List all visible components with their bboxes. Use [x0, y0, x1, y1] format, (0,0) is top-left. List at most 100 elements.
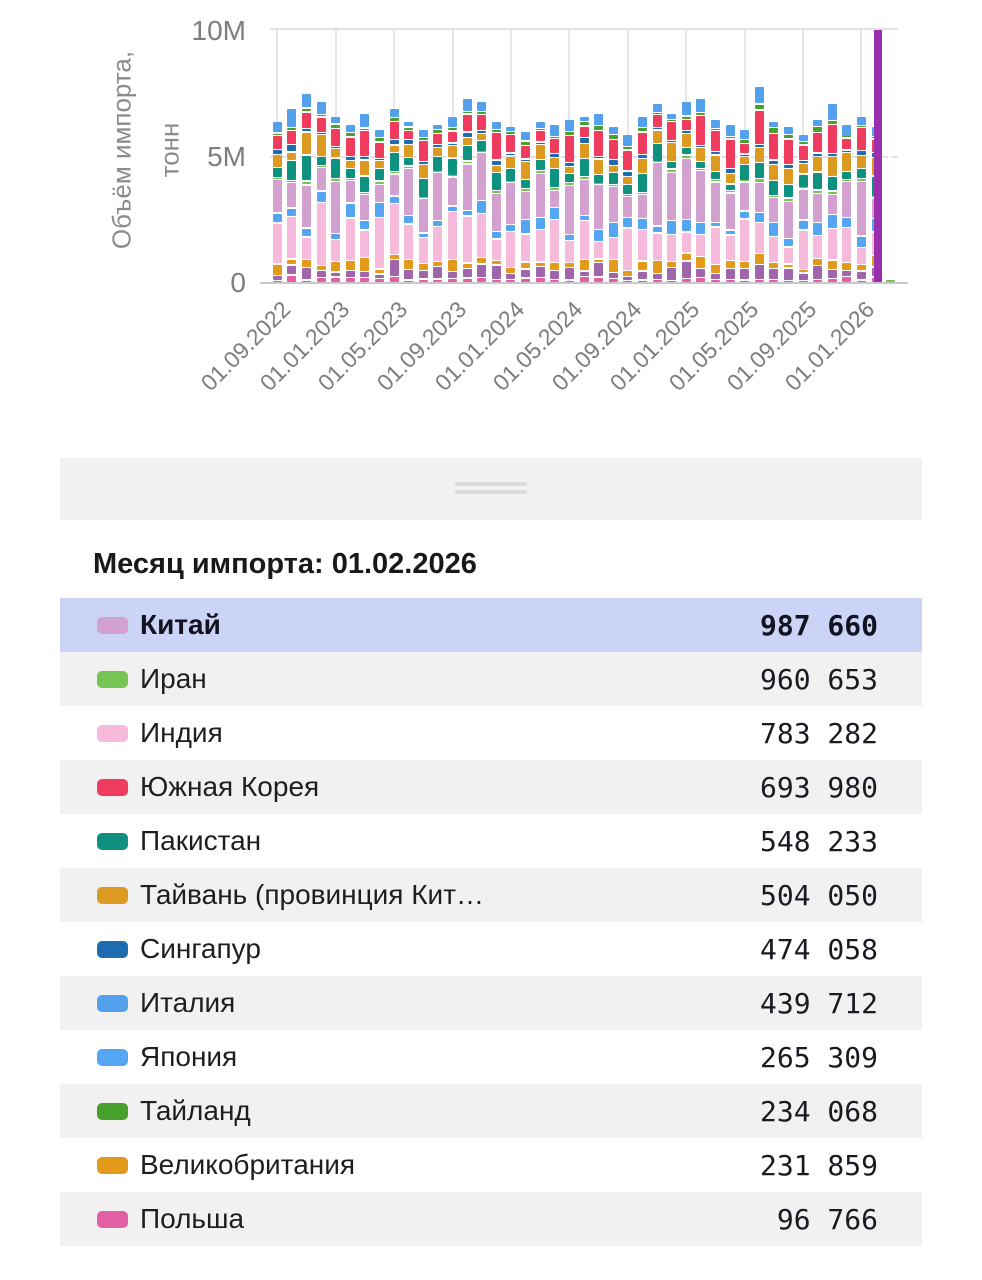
bar-segment[interactable] — [360, 221, 370, 230]
bar-segment[interactable] — [842, 228, 852, 262]
bar-segment[interactable] — [696, 171, 706, 222]
bar-segment[interactable] — [710, 155, 720, 171]
bar-segment[interactable] — [594, 159, 604, 174]
bar-segment[interactable] — [637, 192, 647, 194]
bar-segment[interactable] — [550, 187, 560, 190]
bar-segment[interactable] — [769, 198, 779, 222]
bar-segment[interactable] — [637, 230, 647, 261]
bar-segment[interactable] — [813, 236, 823, 258]
bar-segment[interactable] — [637, 195, 647, 218]
bar-segment[interactable] — [477, 153, 487, 200]
bar-segment[interactable] — [418, 164, 428, 178]
bar-segment[interactable] — [389, 172, 399, 174]
bar-segment[interactable] — [375, 138, 385, 142]
bar-segment[interactable] — [404, 168, 414, 215]
bar-segment[interactable] — [462, 263, 472, 269]
bar-segment[interactable] — [550, 207, 560, 219]
bar-segment[interactable] — [798, 281, 808, 282]
bar-segment[interactable] — [418, 233, 428, 237]
bar-segment[interactable] — [652, 273, 662, 279]
bar-segment[interactable] — [798, 164, 808, 174]
bar-segment[interactable] — [375, 129, 385, 137]
bar-segment[interactable] — [550, 263, 560, 270]
bar-segment[interactable] — [433, 171, 443, 173]
bar-segment[interactable] — [696, 223, 706, 234]
bar-segment[interactable] — [433, 262, 443, 266]
bar-segment[interactable] — [827, 125, 837, 154]
bar-segment[interactable] — [316, 168, 326, 191]
bar-segment[interactable] — [696, 112, 706, 115]
bar-segment[interactable] — [462, 161, 472, 164]
bar-segment[interactable] — [754, 144, 764, 147]
bar-segment[interactable] — [404, 140, 414, 144]
bar-segment[interactable] — [856, 247, 866, 264]
bar-segment[interactable] — [287, 217, 297, 259]
bar-segment[interactable] — [448, 206, 458, 212]
bar-segment[interactable] — [594, 183, 604, 185]
bar-segment[interactable] — [404, 166, 414, 168]
bar-segment[interactable] — [477, 115, 487, 131]
bar-segment[interactable] — [842, 277, 852, 282]
bar-segment[interactable] — [404, 280, 414, 282]
bar-segment[interactable] — [740, 280, 750, 282]
bar-segment[interactable] — [535, 145, 545, 159]
bar-segment[interactable] — [491, 160, 501, 165]
bar-segment[interactable] — [389, 122, 399, 140]
bar-segment[interactable] — [579, 221, 589, 259]
bar-segment[interactable] — [331, 146, 341, 148]
bar-segment[interactable] — [798, 174, 808, 187]
bar-segment[interactable] — [448, 175, 458, 177]
bar-segment[interactable] — [798, 187, 808, 189]
bar-segment[interactable] — [783, 268, 793, 280]
bar-segment[interactable] — [287, 275, 297, 282]
bar-segment[interactable] — [637, 271, 647, 280]
bar-segment[interactable] — [594, 131, 604, 157]
bar-segment[interactable] — [637, 280, 647, 282]
bar-segment[interactable] — [594, 230, 604, 241]
bar-segment[interactable] — [521, 180, 531, 188]
bar-segment[interactable] — [754, 179, 764, 182]
bar-segment[interactable] — [418, 138, 428, 141]
bar-segment[interactable] — [287, 182, 297, 208]
bar-segment[interactable] — [345, 168, 355, 178]
bar-segment[interactable] — [725, 191, 735, 193]
bar-segment[interactable] — [491, 232, 501, 239]
bar-segment[interactable] — [740, 269, 750, 280]
bar-segment[interactable] — [550, 154, 560, 157]
bar-segment[interactable] — [462, 132, 472, 137]
bar-segment[interactable] — [345, 157, 355, 160]
bar-segment[interactable] — [769, 223, 779, 236]
bar-segment[interactable] — [535, 160, 545, 170]
bar-segment[interactable] — [827, 269, 837, 278]
bar-segment[interactable] — [681, 159, 691, 219]
bar-segment[interactable] — [769, 134, 779, 160]
bar-segment[interactable] — [754, 104, 764, 110]
bar-segment[interactable] — [331, 240, 341, 261]
bar-segment[interactable] — [535, 171, 545, 173]
legend-row[interactable]: Южная Корея 693 980 — [60, 760, 922, 814]
bar-segment[interactable] — [725, 184, 735, 190]
bar-segment[interactable] — [798, 189, 808, 220]
bar-segment[interactable] — [521, 220, 531, 234]
bar-segment[interactable] — [345, 178, 355, 180]
bar-segment[interactable] — [667, 140, 677, 142]
bar-segment[interactable] — [681, 261, 691, 278]
legend-row[interactable]: Великобритания 231 859 — [60, 1138, 922, 1192]
bar-segment[interactable] — [331, 129, 341, 146]
bar-segment[interactable] — [710, 274, 720, 280]
bar-segment[interactable] — [608, 273, 618, 279]
scrubber-handle-icon[interactable] — [455, 482, 527, 486]
bar-segment[interactable] — [360, 257, 370, 271]
bar-segment[interactable] — [681, 101, 691, 116]
bar-segment[interactable] — [550, 280, 560, 282]
bar-segment[interactable] — [316, 165, 326, 167]
bar-segment[interactable] — [345, 218, 355, 260]
bar-segment[interactable] — [710, 222, 720, 227]
bar-segment[interactable] — [623, 281, 633, 282]
bar-segment[interactable] — [783, 169, 793, 184]
bar-segment[interactable] — [550, 169, 560, 187]
bar-segment[interactable] — [813, 127, 823, 132]
bar-segment[interactable] — [360, 192, 370, 194]
bar-segment[interactable] — [696, 234, 706, 257]
bar-segment[interactable] — [740, 165, 750, 180]
